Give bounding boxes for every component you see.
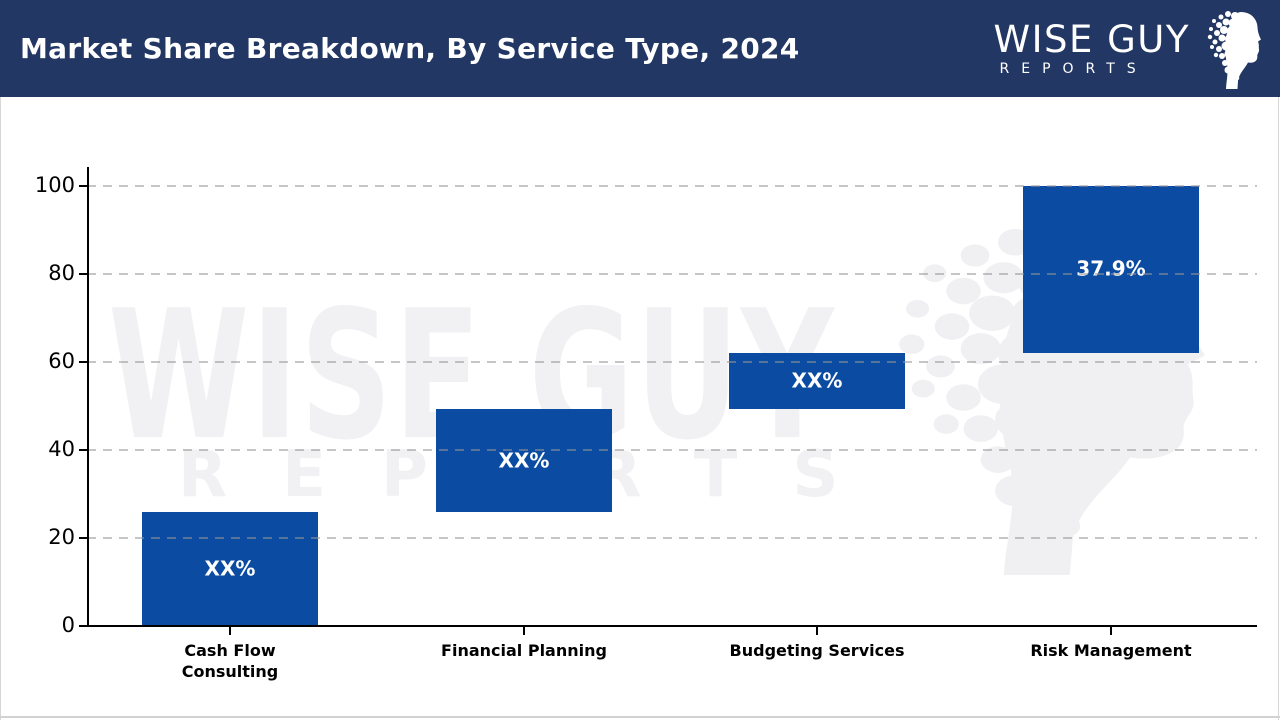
chart-title: Market Share Breakdown, By Service Type,… <box>20 32 800 65</box>
page-border-left <box>0 97 1 720</box>
x-tick <box>1110 627 1112 635</box>
gridline-80 <box>87 273 1257 275</box>
y-axis-line <box>87 167 89 627</box>
bar-financial-planning: XX% <box>436 409 612 513</box>
gridline-20 <box>87 537 1257 539</box>
logo-text: WISE GUY REPORTS <box>994 21 1190 76</box>
x-category-label: Financial Planning <box>441 641 607 660</box>
y-tick <box>79 449 87 451</box>
y-tick-label: 60 <box>48 349 75 373</box>
y-tick-label: 100 <box>34 173 75 197</box>
x-category-label: Risk Management <box>1030 641 1192 660</box>
footer-divider <box>0 716 1280 718</box>
y-tick <box>79 361 87 363</box>
x-tick <box>229 627 231 635</box>
bar-risk-management: 37.9% <box>1023 186 1199 353</box>
x-tick <box>523 627 525 635</box>
bar-value-label: XX% <box>204 556 256 581</box>
bar-cash-flow-consulting: XX% <box>142 512 318 626</box>
y-tick-label: 0 <box>61 613 75 637</box>
gridline-60 <box>87 361 1257 363</box>
x-axis-line <box>87 625 1257 627</box>
header-bar: Market Share Breakdown, By Service Type,… <box>0 0 1280 97</box>
chart-plot-area: XX% XX% XX% 37.9% 0 20 40 60 80 100 Cash Flow Cons… <box>0 97 1280 720</box>
page-border-right <box>1278 97 1279 720</box>
logo-name: WISE GUY <box>993 18 1190 61</box>
bar-value-label: XX% <box>791 368 843 393</box>
dotted-head-profile-icon <box>1207 10 1261 89</box>
y-tick <box>79 625 87 627</box>
y-tick-label: 20 <box>48 525 75 549</box>
x-category-label: Budgeting Services <box>729 641 905 660</box>
bar-value-label: 37.9% <box>1076 256 1146 281</box>
y-tick <box>79 185 87 187</box>
logo-sub: REPORTS <box>999 61 1148 77</box>
gridline-40 <box>87 449 1257 451</box>
x-category-label: Cash Flow Consulting <box>181 641 279 682</box>
x-tick <box>816 627 818 635</box>
y-tick <box>79 537 87 539</box>
bar-value-label: XX% <box>498 448 550 473</box>
gridline-100 <box>87 185 1257 187</box>
y-tick-label: 80 <box>48 261 75 285</box>
y-tick <box>79 273 87 275</box>
y-tick-label: 40 <box>48 437 75 461</box>
logo: WISE GUY REPORTS <box>994 9 1262 89</box>
